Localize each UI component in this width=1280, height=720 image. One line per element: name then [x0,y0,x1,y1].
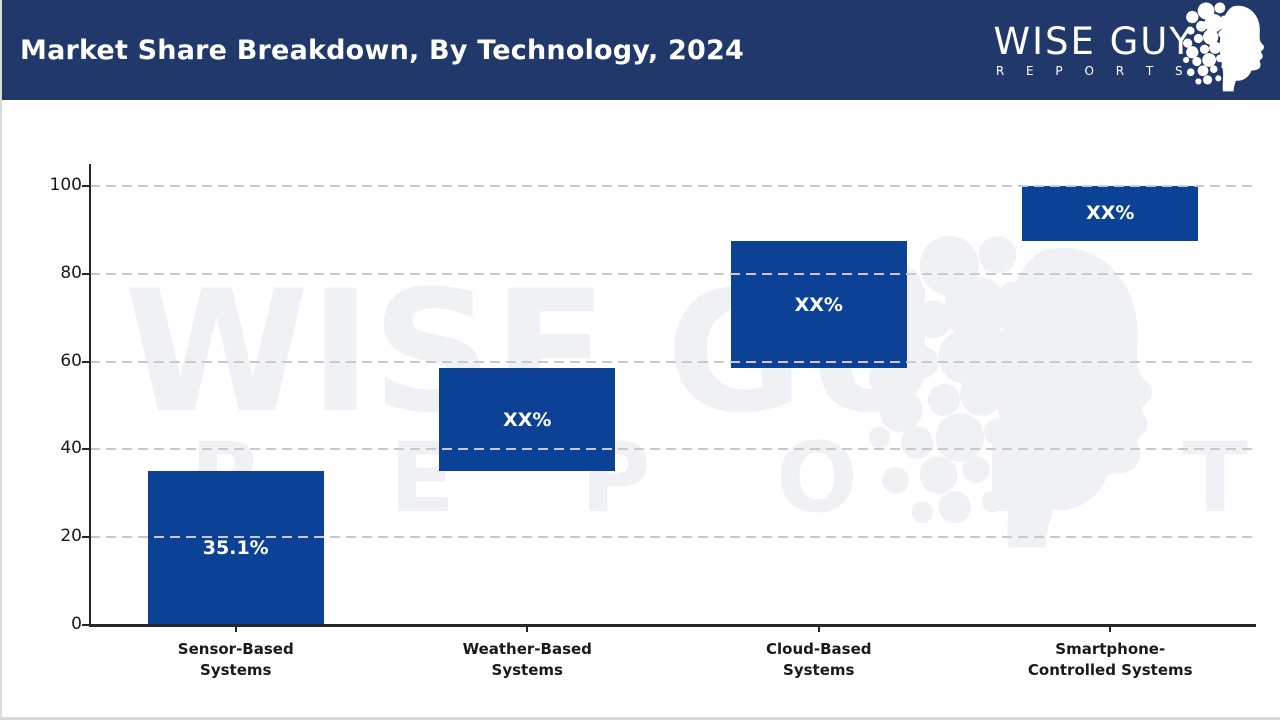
y-axis-tick [82,624,89,626]
y-tick-label: 100 [49,175,82,195]
x-tick-label: Weather-Based Systems [462,640,592,679]
y-axis [89,164,91,626]
gridline-y80 [90,272,1256,275]
bar-4: XX% [1022,186,1199,241]
y-axis-tick [82,360,89,363]
header-bar: Market Share Breakdown, By Technology, 2… [2,0,1280,100]
logo-subtitle: R E P O R T S [995,63,1192,78]
y-tick-label: 60 [60,350,82,371]
y-tick-label: 0 [71,614,82,634]
y-axis-tick [82,448,89,451]
bar-1: 35.1% [147,470,324,625]
bar-2: XX% [439,368,616,471]
x-axis-tick [526,626,529,632]
bar-3: XX% [730,240,907,369]
y-axis-tick [82,536,89,539]
logo-text: WISE GUY R E P O R T S [994,23,1194,78]
y-tick-label: 80 [60,262,82,283]
bar-value-label: XX% [503,408,552,431]
logo-face-icon [1183,2,1264,92]
y-tick-label: 40 [60,438,82,459]
logo-wordmark: WISE GUY [993,19,1194,63]
x-axis-tick [1109,626,1112,632]
y-tick-label: 20 [60,526,82,547]
gridline-y100 [90,185,1256,187]
x-tick-label: Cloud-Based Systems [766,640,872,679]
bar-value-label: XX% [794,293,843,316]
wise-guy-reports-logo: WISE GUY R E P O R T S [994,0,1272,100]
y-axis-tick [82,185,89,187]
gridline-y40 [90,448,1256,451]
bar-value-label: XX% [1086,202,1135,225]
x-tick-label: Sensor-Based Systems [177,640,294,679]
gridline-y20 [90,536,1256,539]
x-tick-label: Smartphone- Controlled Systems [1027,640,1193,679]
bar-value-label: 35.1% [202,536,269,559]
gridline-y60 [90,360,1256,363]
y-axis-tick [82,272,89,275]
x-axis-tick [234,626,237,632]
page-title: Market Share Breakdown, By Technology, 2… [20,34,745,66]
x-axis-tick [817,626,820,632]
x-axis [89,624,1256,627]
